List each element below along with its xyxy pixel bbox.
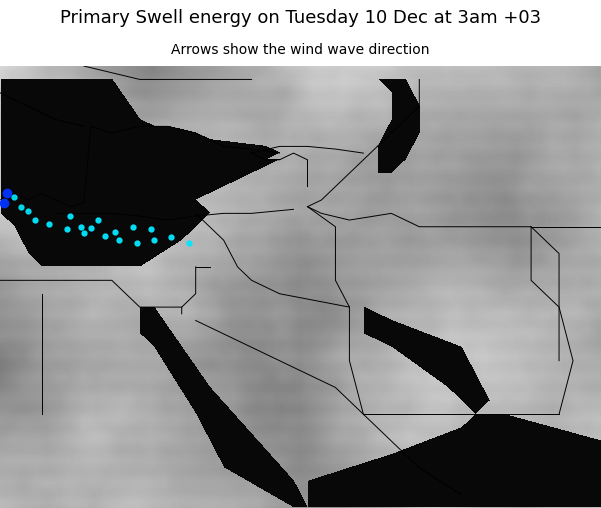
Text: Arrows show the wind wave direction: Arrows show the wind wave direction	[171, 43, 430, 56]
Text: Primary Swell energy on Tuesday 10 Dec at 3am +03: Primary Swell energy on Tuesday 10 Dec a…	[60, 10, 541, 27]
